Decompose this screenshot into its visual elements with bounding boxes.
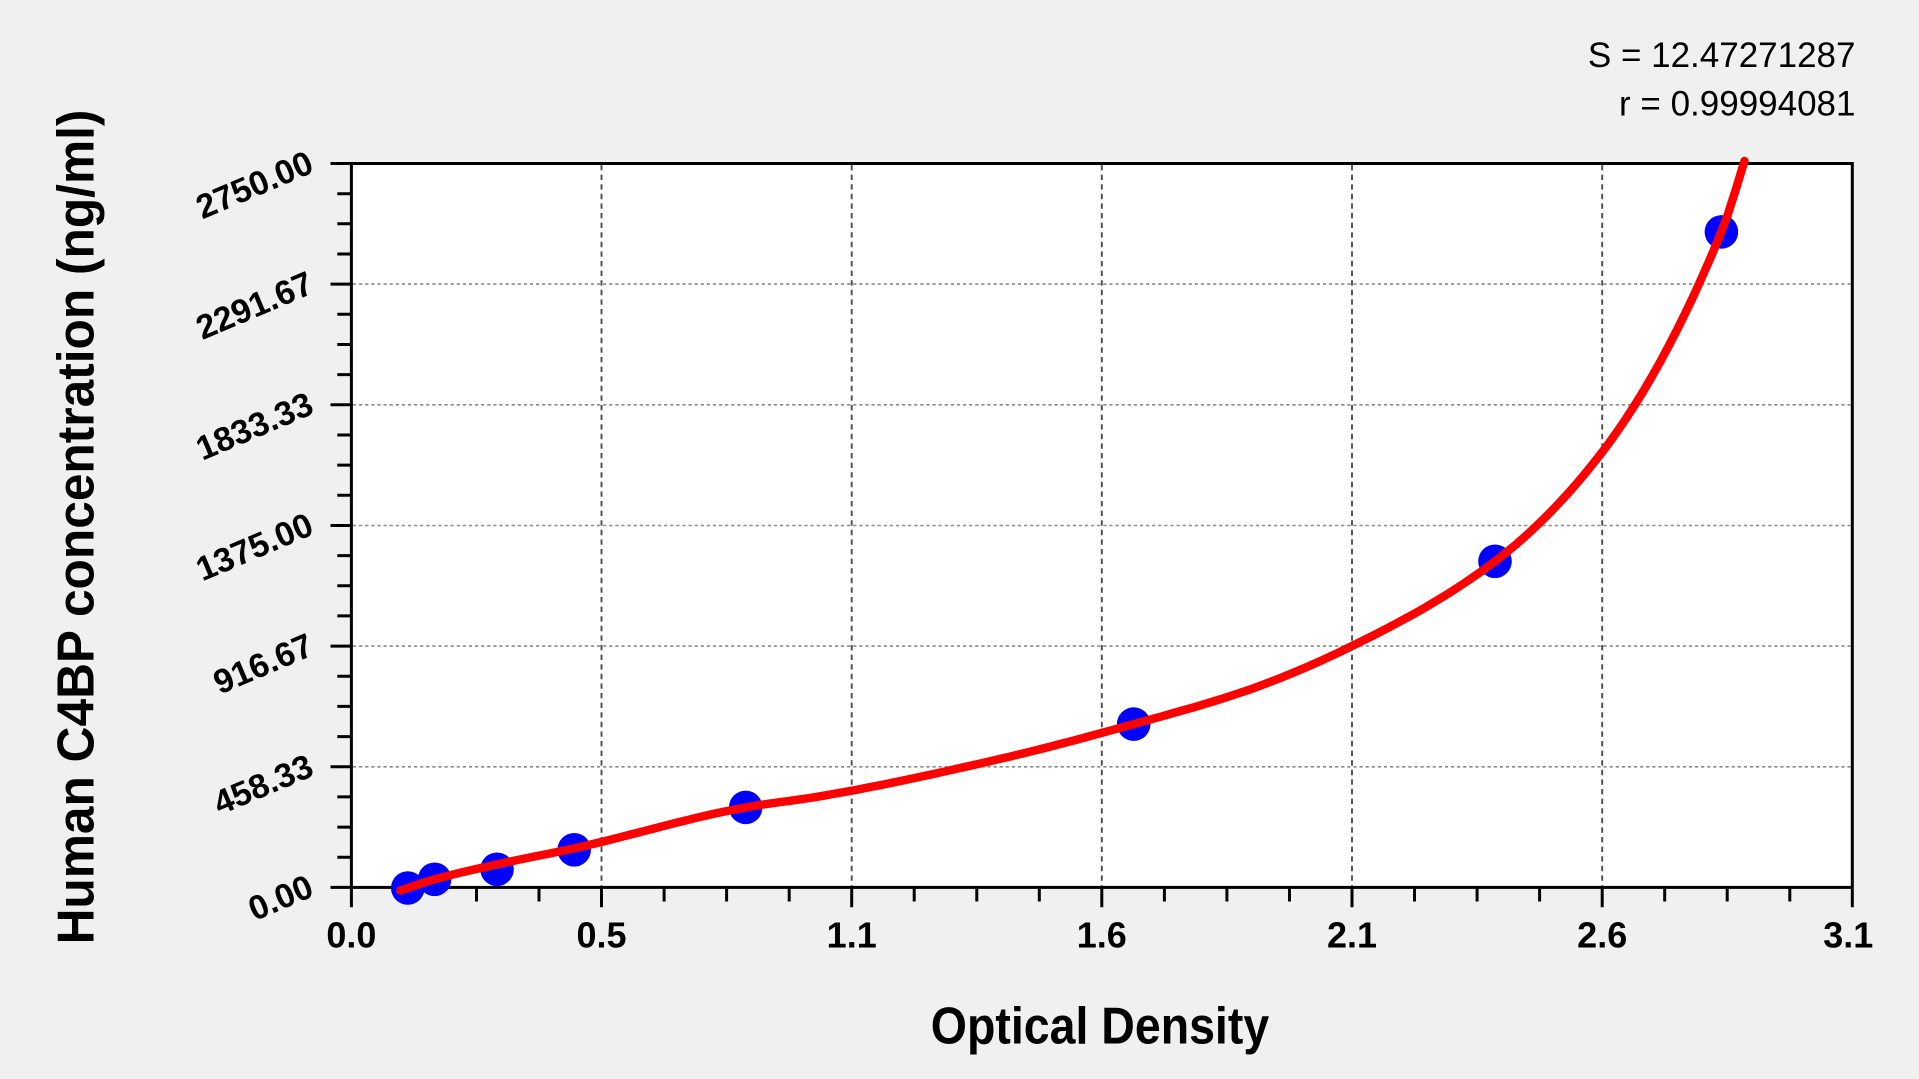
svg-text:2.1: 2.1 [1327,915,1377,956]
svg-text:1.1: 1.1 [827,915,877,956]
svg-text:0.0: 0.0 [326,915,376,956]
svg-text:2.6: 2.6 [1577,915,1627,956]
svg-text:0.5: 0.5 [576,915,626,956]
svg-text:Human C4BP concentration (ng/m: Human C4BP concentration (ng/ml) [46,110,104,945]
svg-text:3.1: 3.1 [1823,915,1873,956]
svg-text:1.6: 1.6 [1077,915,1127,956]
svg-text:S = 12.47271287: S = 12.47271287 [1588,36,1856,75]
svg-text:Optical Density: Optical Density [931,997,1270,1055]
svg-text:r = 0.99994081: r = 0.99994081 [1619,85,1855,124]
